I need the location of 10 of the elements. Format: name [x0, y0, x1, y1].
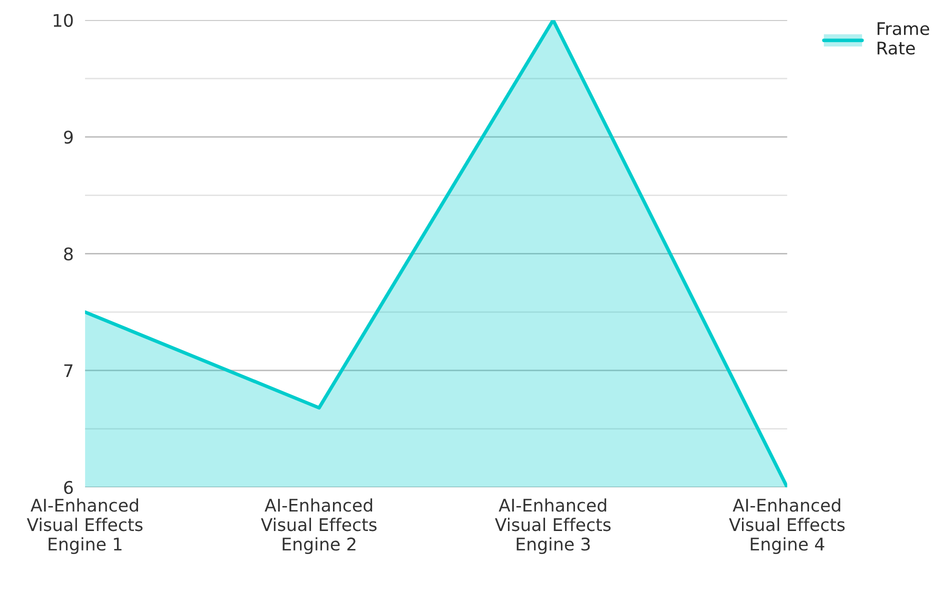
x-tick-label: AI-Enhanced Visual Effects Engine 1	[26, 498, 143, 554]
y-tick-label: 7	[64, 364, 72, 378]
y-tick-label: 10	[54, 14, 73, 27]
legend-label: Frame Rate	[878, 22, 930, 55]
y-tick-label: 6	[64, 480, 73, 494]
x-tick-label: AI-Enhanced Visual Effects Engine 4	[729, 498, 845, 554]
y-tick-label: 9	[64, 130, 73, 144]
x-tick-label: AI-Enhanced Visual Effects Engine 2	[260, 498, 377, 554]
x-tick-label: AI-Enhanced Visual Effects Engine 3	[494, 498, 611, 554]
y-tick-label: 8	[64, 247, 73, 261]
